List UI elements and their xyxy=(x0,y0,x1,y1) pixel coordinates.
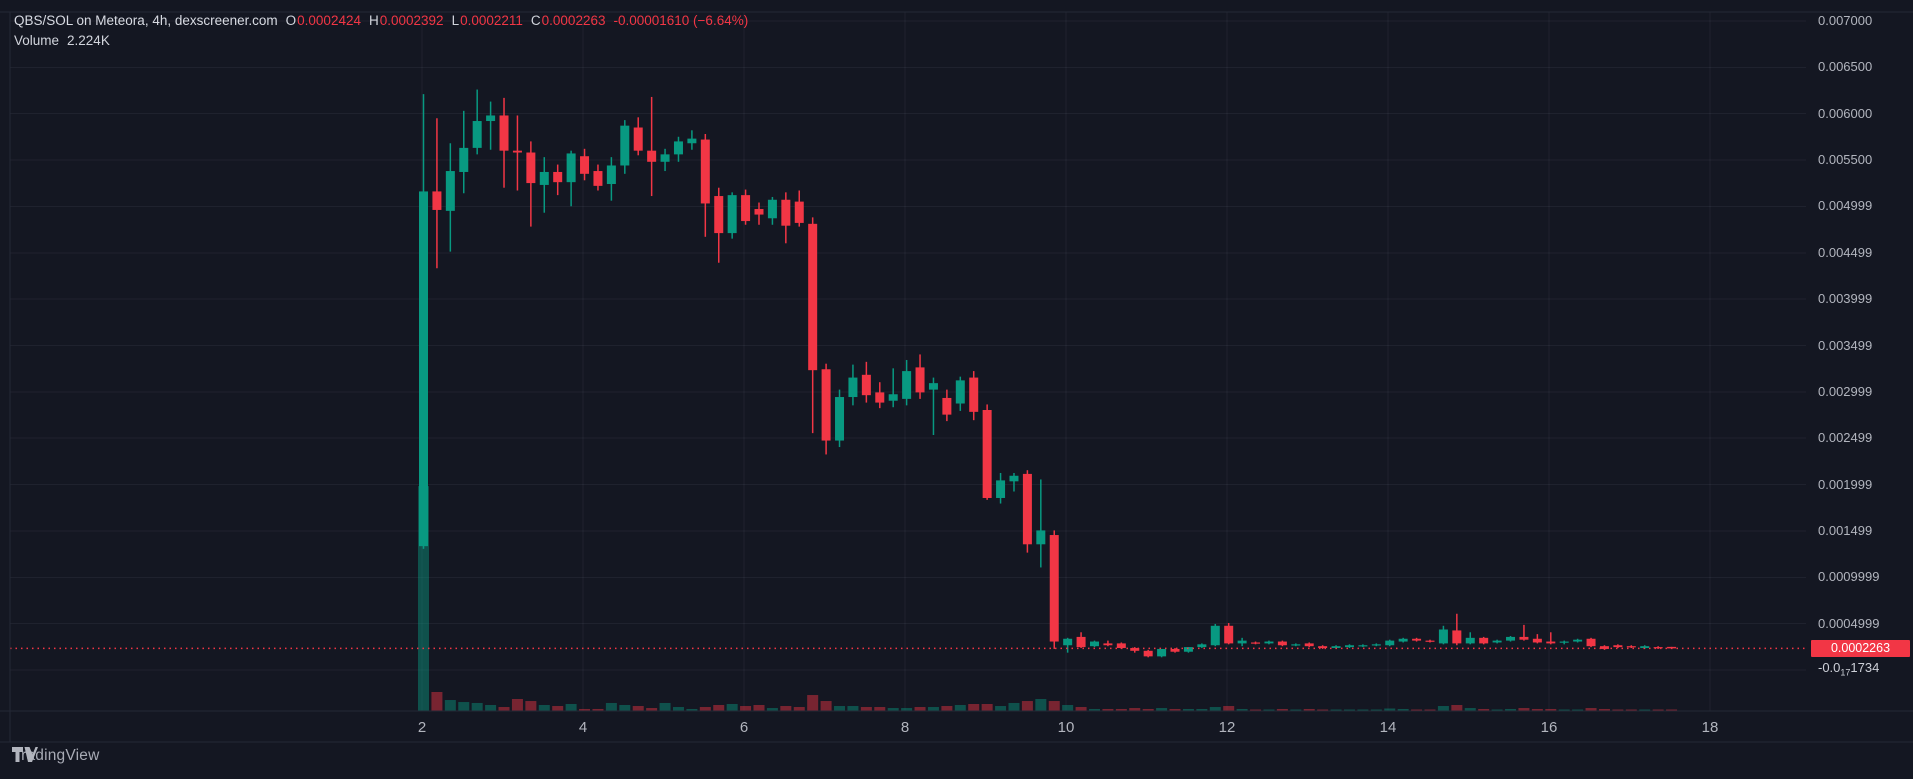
price-axis-label[interactable]: 0.003999 xyxy=(1818,291,1873,307)
chart-title: QBS/SOL on Meteora, 4h, dexscreener.com xyxy=(14,13,278,28)
time-axis-label[interactable]: 6 xyxy=(739,719,749,736)
price-axis-label[interactable]: 0.004499 xyxy=(1818,244,1873,260)
price-axis-label[interactable]: 0.006000 xyxy=(1818,105,1873,121)
current-price-tag: 0.0002263 xyxy=(1811,640,1910,657)
price-axis-label[interactable]: 0.002499 xyxy=(1818,430,1873,446)
tradingview-attribution[interactable]: TradingView xyxy=(12,747,100,765)
tradingview-logo-icon xyxy=(12,747,38,762)
time-axis-label[interactable]: 16 xyxy=(1540,719,1558,736)
price-sub-tag: -0.0171734 xyxy=(1818,660,1880,678)
price-axis-label[interactable]: 0.007000 xyxy=(1818,13,1873,28)
price-axis-label[interactable]: 0.001999 xyxy=(1818,476,1873,492)
price-axis-label[interactable]: 0.0009999 xyxy=(1818,569,1880,585)
volume-value: 2.224K xyxy=(67,33,110,48)
time-axis-label[interactable]: 12 xyxy=(1218,719,1236,736)
time-axis-label[interactable]: 2 xyxy=(417,719,427,736)
time-axis-label[interactable]: 4 xyxy=(578,719,588,736)
ohlc-open: O0.0002424 xyxy=(285,13,361,28)
price-axis-label[interactable]: 0.002999 xyxy=(1818,383,1873,399)
price-axis-label[interactable]: 0.001499 xyxy=(1818,522,1873,538)
time-axis-label[interactable]: 14 xyxy=(1379,719,1397,736)
time-axis-label[interactable]: 10 xyxy=(1057,719,1075,736)
time-axis-label[interactable]: 18 xyxy=(1701,719,1719,736)
volume-label: Volume xyxy=(14,33,60,48)
price-axis-label[interactable]: 0.006500 xyxy=(1818,59,1873,75)
ohlc-low: L0.0002211 xyxy=(451,13,523,28)
price-axis-label[interactable]: 0.004999 xyxy=(1818,198,1873,214)
chart-legend[interactable]: QBS/SOL on Meteora, 4h, dexscreener.com … xyxy=(14,13,748,28)
price-axis-label[interactable]: 0.005500 xyxy=(1818,152,1873,168)
ohlc-high: H0.0002392 xyxy=(368,13,444,28)
price-axis-label[interactable]: 0.0004999 xyxy=(1818,615,1880,631)
price-change: -0.00001610 (−6.64%) xyxy=(613,13,749,28)
volume-legend[interactable]: Volume 2.224K xyxy=(14,33,110,48)
ohlc-close: C0.0002263 xyxy=(530,13,606,28)
price-axis-label[interactable]: 0.003499 xyxy=(1818,337,1873,353)
time-axis-label[interactable]: 8 xyxy=(900,719,910,736)
